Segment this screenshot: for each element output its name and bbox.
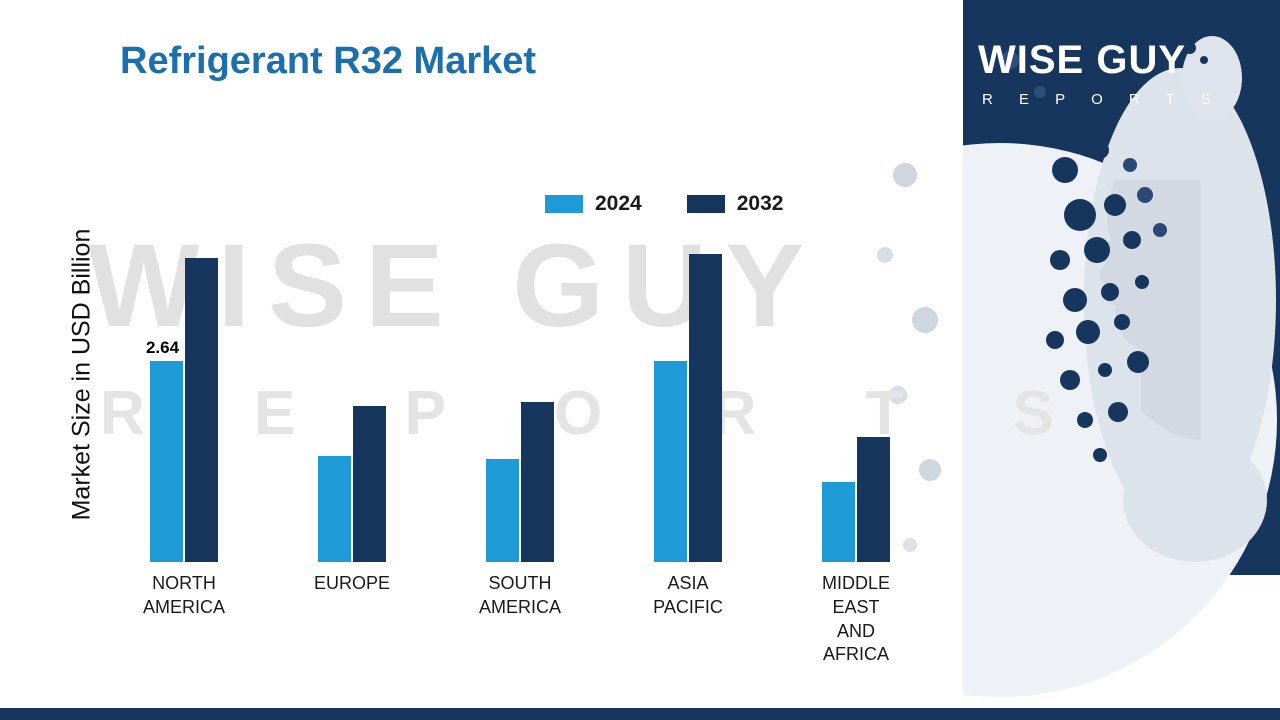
bar-2032-north-america: [185, 258, 218, 562]
bars-south-america: [486, 250, 554, 562]
chart-group-north-america: 2.64 NORTH AMERICA: [100, 250, 268, 667]
head-graphic: [877, 0, 1280, 697]
bar-value-label: 2.64: [145, 338, 180, 358]
bars-asia-pacific: [654, 250, 722, 562]
category-label-south-america: SOUTH AMERICA: [478, 573, 561, 617]
category-label-europe: EUROPE: [313, 573, 391, 593]
bars-europe: [318, 250, 386, 562]
bar-2024-middle-east-and-africa: [822, 482, 855, 562]
bar-2032-asia-pacific: [689, 254, 722, 562]
brand-logo-subtitle: R E P O R T S: [982, 91, 1222, 108]
chart-group-south-america: SOUTH AMERICA: [436, 250, 604, 667]
legend-item-2032: 2032: [686, 192, 784, 216]
chart-group-europe: EUROPE: [268, 250, 436, 667]
brand-logo: WISE GUY R E P O R T S: [978, 38, 1222, 108]
page-title: Refrigerant R32 Market: [120, 40, 537, 82]
brand-logo-name: WISE GUY: [978, 38, 1187, 82]
bar-2024-north-america: 2.64: [146, 338, 183, 562]
bar-2024-europe: [318, 455, 351, 562]
category-label-middle-east-and-africa: MIDDLE EAST AND AFRICA: [821, 573, 890, 665]
bars-north-america: 2.64: [146, 250, 218, 562]
bars-middle-east-and-africa: [822, 250, 890, 562]
bar-chart: 2.64 NORTH AMERICA EUROPE SOUTH AMERICA ASIA…: [100, 250, 940, 667]
y-axis-label: Market Size in USD Billion: [67, 228, 96, 521]
bottom-bar: [0, 708, 1280, 720]
chart-group-middle-east-and-africa: MIDDLE EAST AND AFRICA: [772, 250, 940, 667]
legend-label-2032: 2032: [736, 192, 784, 215]
bar-2032-europe: [353, 406, 386, 562]
legend-swatch-2032: [686, 195, 725, 213]
bar-2024-asia-pacific: [654, 360, 687, 562]
bar-2032-south-america: [521, 402, 554, 562]
watermark-line2: R E P O R T S: [100, 379, 1100, 448]
legend-item-2024: 2024: [545, 192, 642, 216]
bar-2032-middle-east-and-africa: [857, 436, 890, 562]
chart-group-asia-pacific: ASIA PACIFIC: [604, 250, 772, 667]
category-label-asia-pacific: ASIA PACIFIC: [653, 573, 723, 617]
legend-label-2024: 2024: [595, 192, 642, 215]
legend-swatch-2024: [545, 195, 583, 213]
category-label-north-america: NORTH AMERICA: [142, 573, 225, 617]
chart-legend: 2024 2032: [545, 192, 783, 216]
bar-2024-south-america: [486, 459, 519, 562]
